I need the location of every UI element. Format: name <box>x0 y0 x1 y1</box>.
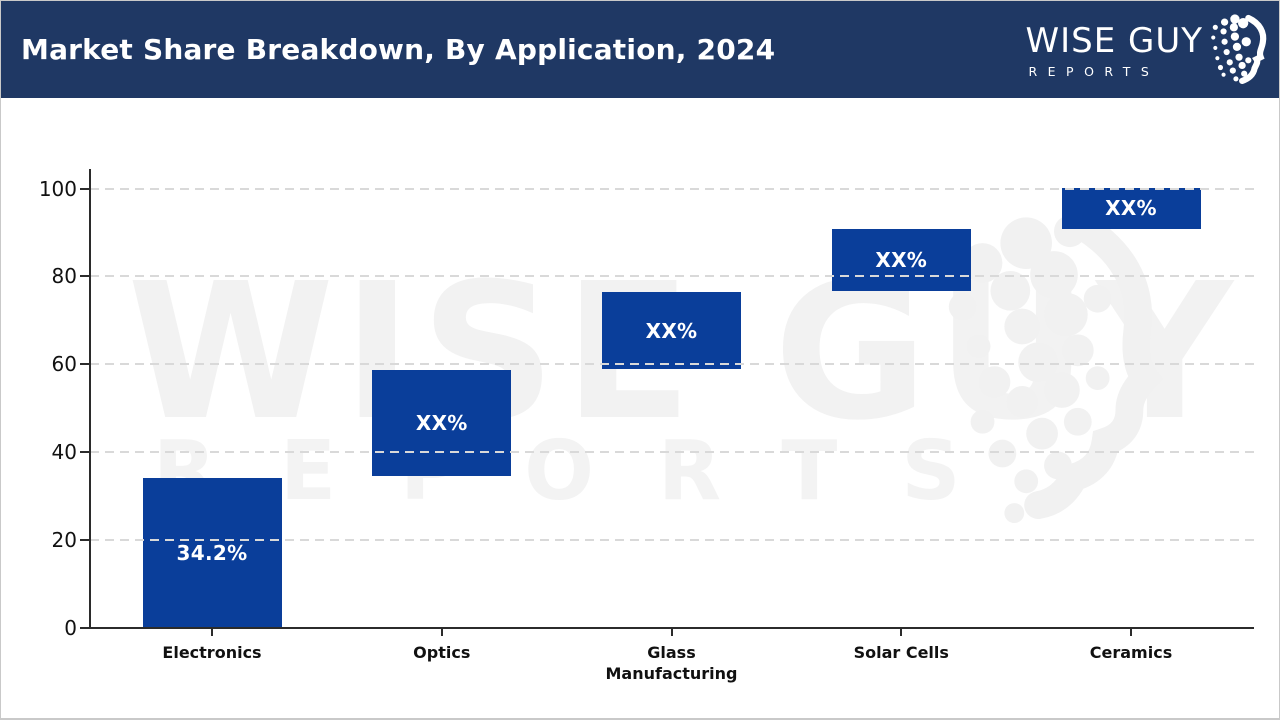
y-tick-mark <box>80 275 89 278</box>
watermark-head-icon <box>948 209 1164 523</box>
gridline <box>90 187 1254 190</box>
y-tick-label: 60 <box>51 352 77 377</box>
header-bar: Market Share Breakdown, By Application, … <box>1 1 1279 98</box>
y-tick-mark <box>80 363 89 366</box>
brand-head-icon <box>1211 14 1267 84</box>
x-axis-label: Optics <box>413 643 471 662</box>
x-tick-mark <box>900 628 903 636</box>
x-axis-label: Electronics <box>162 643 262 662</box>
brand-logo: WISE GUY REPORTS <box>1025 9 1271 93</box>
x-tick-mark <box>1130 628 1132 636</box>
bar-value-label: XX% <box>415 411 468 436</box>
x-axis-label: Glass Manufacturing <box>605 643 738 683</box>
y-tick-label: 20 <box>51 528 77 553</box>
y-tick-mark <box>80 627 89 629</box>
bar <box>142 477 282 628</box>
page-title: Market Share Breakdown, By Application, … <box>21 33 776 66</box>
y-axis-line <box>89 169 91 628</box>
x-tick-mark <box>670 628 673 636</box>
bar <box>602 292 741 370</box>
y-tick-label: 0 <box>64 616 77 640</box>
bar-value-label: XX% <box>1105 196 1157 221</box>
bar-value-label: XX% <box>645 318 698 343</box>
y-tick-label: 100 <box>38 176 77 201</box>
brand-name: WISE GUY <box>1025 20 1203 61</box>
y-tick-label: 40 <box>51 440 77 465</box>
x-axis-line <box>85 627 1254 629</box>
y-tick-mark <box>80 451 89 454</box>
x-tick-mark <box>440 628 443 636</box>
x-tick-mark <box>211 628 213 636</box>
gridline <box>90 539 1254 542</box>
y-tick-mark <box>80 187 89 190</box>
brand-tagline: REPORTS <box>1028 63 1160 79</box>
watermark-text-secondary: REPORTS <box>153 424 1025 519</box>
bar-value-label: XX% <box>875 248 928 273</box>
gridline <box>90 275 1254 278</box>
x-axis-label: Solar Cells <box>853 643 949 662</box>
y-tick-mark <box>80 539 89 542</box>
x-axis-label: Ceramics <box>1089 643 1173 662</box>
bar <box>372 370 512 477</box>
gridline <box>90 451 1254 454</box>
y-tick-label: 80 <box>51 264 77 289</box>
bar <box>1061 187 1201 229</box>
brand-text: WISE GUY REPORTS <box>1025 24 1203 79</box>
bar-value-label: 34.2% <box>176 540 248 565</box>
gridline <box>90 363 1254 366</box>
bar <box>831 229 971 292</box>
